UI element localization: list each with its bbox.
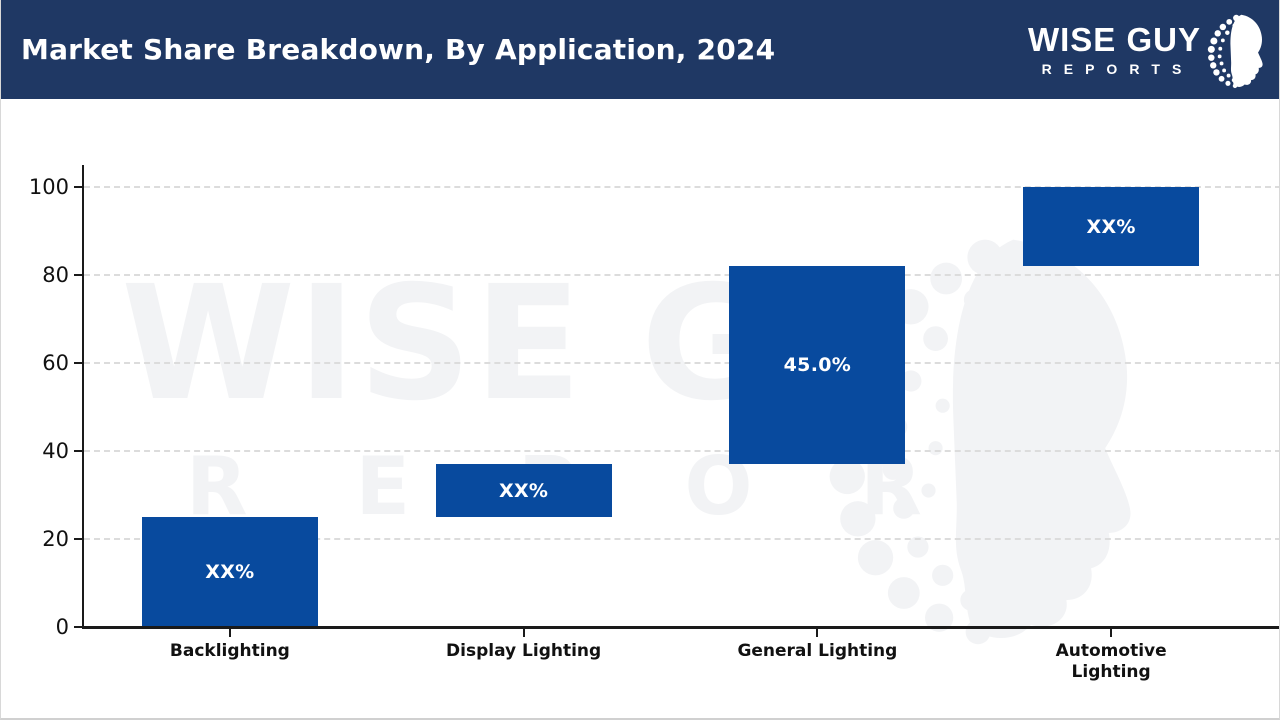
y-tick-mark [74, 186, 83, 188]
y-tick-mark [74, 450, 83, 452]
y-tick-mark [74, 538, 83, 540]
x-axis-line [82, 626, 1279, 629]
header-bar: Market Share Breakdown, By Application, … [1, 0, 1279, 99]
bar-segment: XX% [1023, 187, 1200, 267]
y-axis-line [82, 165, 84, 628]
x-axis-label: Display Lighting [446, 641, 602, 661]
bar-segment: 45.0% [729, 266, 906, 465]
y-tick-mark [74, 274, 83, 276]
bar-value-label: 45.0% [783, 354, 852, 377]
y-tick-label: 0 [55, 615, 69, 639]
grid-line [84, 538, 1279, 540]
grid-line [84, 450, 1279, 452]
x-tick-mark [522, 629, 525, 637]
grid-line [84, 274, 1279, 276]
wise-guy-logo: WISE GUY REPORTS [1028, 10, 1267, 90]
x-axis-label: Backlighting [169, 641, 290, 661]
bar-segment: XX% [435, 464, 612, 517]
y-tick-label: 20 [42, 527, 69, 551]
wise-guy-face-icon [1207, 14, 1263, 88]
page-title: Market Share Breakdown, By Application, … [21, 33, 776, 66]
x-tick-mark [228, 629, 231, 637]
grid-line [84, 186, 1279, 188]
y-tick-label: 100 [28, 175, 69, 199]
bar-value-label: XX% [499, 479, 549, 502]
y-tick-label: 80 [42, 263, 69, 287]
logo-subtitle: REPORTS [1041, 61, 1194, 77]
x-tick-mark [816, 629, 819, 637]
bar-value-label: XX% [1086, 215, 1136, 238]
y-tick-label: 60 [42, 351, 69, 375]
x-axis-label: General Lighting [737, 641, 898, 661]
bar-segment: XX% [141, 517, 318, 627]
logo-name: WISE GUY [1027, 21, 1201, 58]
x-tick-mark [1110, 629, 1113, 637]
x-axis-label: Automotive Lighting [1055, 641, 1167, 682]
grid-line [84, 362, 1279, 364]
y-tick-mark [74, 626, 83, 628]
y-tick-mark [74, 362, 83, 364]
y-tick-label: 40 [42, 439, 69, 463]
bar-value-label: XX% [205, 561, 255, 583]
